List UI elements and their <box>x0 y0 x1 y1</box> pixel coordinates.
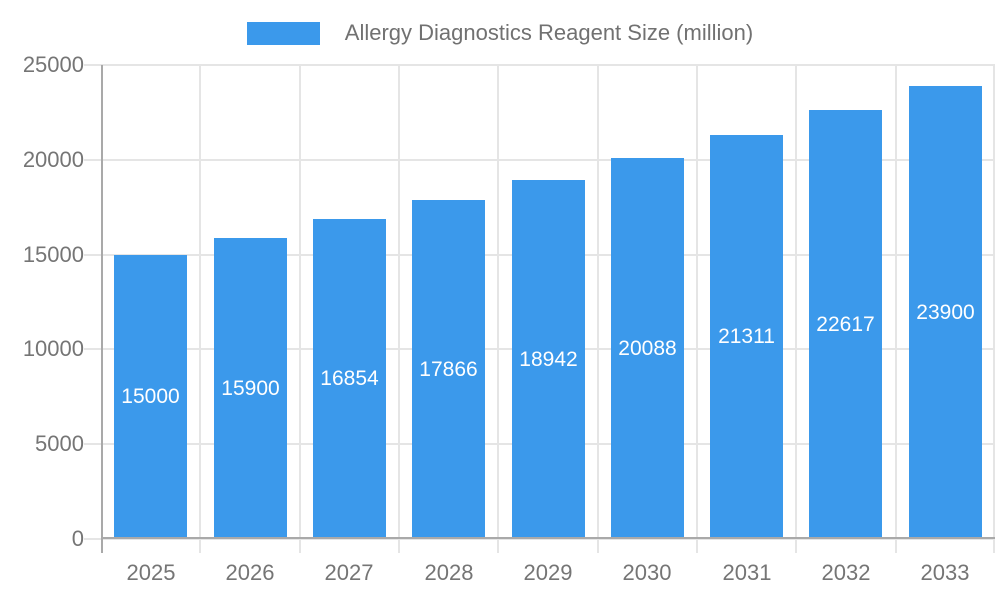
y-tick-label-0: 0 <box>71 526 84 551</box>
v-gridline <box>795 65 797 553</box>
bar-2032[interactable]: 22617 <box>809 110 882 539</box>
y-tick-label-10000: 10000 <box>22 336 84 361</box>
bar-value-label: 17866 <box>419 358 478 381</box>
v-gridline <box>696 65 698 553</box>
bar-value-label: 15000 <box>121 385 180 408</box>
bar-2030[interactable]: 20088 <box>611 158 684 539</box>
h-gridline <box>84 64 995 66</box>
v-gridline <box>199 65 201 553</box>
bar-2029[interactable]: 18942 <box>512 180 585 539</box>
bar-2031[interactable]: 21311 <box>710 135 783 539</box>
v-gridline <box>299 65 301 553</box>
bar-value-label: 18942 <box>519 348 578 371</box>
bar-2028[interactable]: 17866 <box>412 200 485 539</box>
plot-area: 15000 15900 16854 17866 18942 20088 21311 22617… <box>84 64 995 553</box>
x-tick-label-2029: 2029 <box>523 560 573 585</box>
bar-value-label: 22617 <box>816 313 875 336</box>
y-tick-label-15000: 15000 <box>22 242 84 267</box>
v-gridline <box>398 65 400 553</box>
x-tick-label-2031: 2031 <box>722 560 772 585</box>
bar-2027[interactable]: 16854 <box>313 219 386 539</box>
y-tick-label-5000: 5000 <box>35 431 84 456</box>
y-tick-label-25000: 25000 <box>22 52 84 77</box>
x-tick-label-2025: 2025 <box>126 560 176 585</box>
v-gridline <box>895 65 897 553</box>
bar-2025[interactable]: 15000 <box>114 255 187 539</box>
bar-2033[interactable]: 23900 <box>909 86 982 539</box>
x-tick-label-2026: 2026 <box>225 560 275 585</box>
v-gridline <box>497 65 499 553</box>
x-tick-label-2028: 2028 <box>424 560 474 585</box>
v-gridline <box>993 65 995 553</box>
bar-value-label: 23900 <box>916 301 975 324</box>
bar-value-label: 20088 <box>618 337 677 360</box>
bar-value-label: 16854 <box>320 367 379 390</box>
legend-swatch <box>246 21 320 45</box>
bar-value-label: 15900 <box>221 377 280 400</box>
h-gridline <box>84 538 995 540</box>
chart-legend[interactable]: Allergy Diagnostics Reagent Size (millio… <box>0 20 1000 46</box>
bar-value-label: 21311 <box>718 325 775 348</box>
bar-2026[interactable]: 15900 <box>214 238 287 539</box>
y-axis-line <box>101 65 103 553</box>
x-tick-label-2027: 2027 <box>324 560 374 585</box>
v-gridline <box>597 65 599 553</box>
x-tick-label-2030: 2030 <box>622 560 672 585</box>
x-tick-label-2032: 2032 <box>821 560 871 585</box>
x-axis-line <box>101 537 995 539</box>
y-tick-label-20000: 20000 <box>22 147 84 172</box>
x-tick-label-2033: 2033 <box>920 560 970 585</box>
h-gridline <box>84 159 995 161</box>
legend-label: Allergy Diagnostics Reagent Size (millio… <box>344 20 754 45</box>
